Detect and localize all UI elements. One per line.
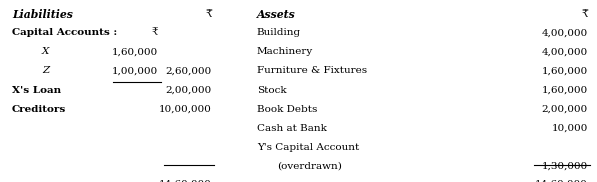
Text: Z: Z bbox=[42, 66, 49, 75]
Text: Assets: Assets bbox=[257, 9, 296, 20]
Text: 4,00,000: 4,00,000 bbox=[542, 28, 588, 37]
Text: Building: Building bbox=[257, 28, 301, 37]
Text: 1,60,000: 1,60,000 bbox=[112, 47, 158, 56]
Text: 10,00,000: 10,00,000 bbox=[159, 105, 212, 114]
Text: 4,00,000: 4,00,000 bbox=[542, 47, 588, 56]
Text: Book Debts: Book Debts bbox=[257, 105, 317, 114]
Text: Cash at Bank: Cash at Bank bbox=[257, 124, 327, 133]
Text: ₹: ₹ bbox=[152, 28, 158, 37]
Text: 14,60,000: 14,60,000 bbox=[535, 179, 588, 182]
Text: 1,60,000: 1,60,000 bbox=[542, 66, 588, 75]
Text: 1,00,000: 1,00,000 bbox=[112, 66, 158, 75]
Text: Furniture & Fixtures: Furniture & Fixtures bbox=[257, 66, 367, 75]
Text: Machinery: Machinery bbox=[257, 47, 313, 56]
Text: 10,000: 10,000 bbox=[552, 124, 588, 133]
Text: Stock: Stock bbox=[257, 86, 287, 94]
Text: Creditors: Creditors bbox=[12, 105, 66, 114]
Text: 14,60,000: 14,60,000 bbox=[159, 179, 212, 182]
Text: 1,60,000: 1,60,000 bbox=[542, 86, 588, 94]
Text: X: X bbox=[42, 47, 49, 56]
Text: 2,00,000: 2,00,000 bbox=[542, 105, 588, 114]
Text: (overdrawn): (overdrawn) bbox=[278, 162, 343, 171]
Text: 2,60,000: 2,60,000 bbox=[166, 66, 212, 75]
Text: X's Loan: X's Loan bbox=[12, 86, 61, 94]
Text: Y's Capital Account: Y's Capital Account bbox=[257, 143, 359, 152]
Text: Capital Accounts :: Capital Accounts : bbox=[12, 28, 117, 37]
Text: Liabilities: Liabilities bbox=[12, 9, 73, 20]
Text: ₹: ₹ bbox=[581, 9, 588, 19]
Text: ₹: ₹ bbox=[205, 9, 212, 19]
Text: 2,00,000: 2,00,000 bbox=[166, 86, 212, 94]
Text: 1,30,000: 1,30,000 bbox=[542, 162, 588, 171]
